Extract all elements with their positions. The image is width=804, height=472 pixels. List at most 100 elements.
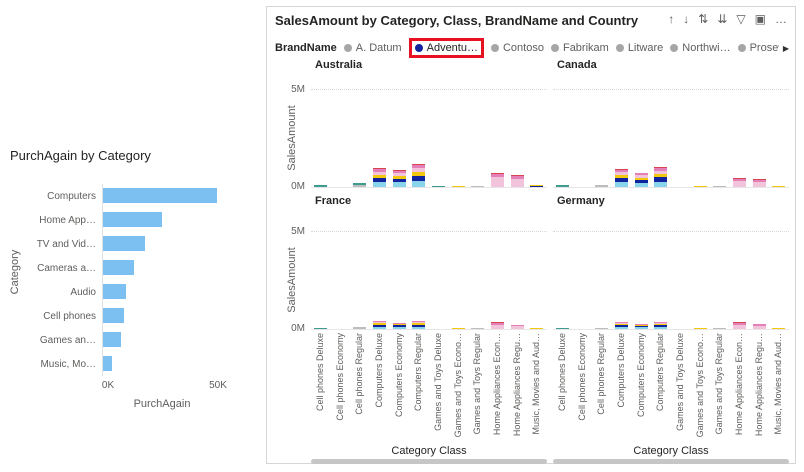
- bar-segment: [373, 169, 386, 172]
- stacked-bar[interactable]: [595, 328, 609, 329]
- stacked-bar[interactable]: [556, 185, 569, 187]
- category-class-tick-label: Music, Movies and Aud…: [774, 333, 784, 435]
- visual-header-icons: ↑ ↓ ⇅ ⇊ ▽ ▣ …: [668, 11, 787, 27]
- purchagain-bar[interactable]: [103, 284, 126, 299]
- bar-track: [102, 184, 255, 208]
- bar-segment: [654, 171, 668, 174]
- stacked-bar[interactable]: [772, 328, 786, 329]
- category-tick-label: Home App…: [39, 214, 96, 226]
- more-options-icon[interactable]: …: [775, 12, 787, 26]
- stacked-bar[interactable]: [353, 183, 367, 187]
- purchagain-bar[interactable]: [103, 188, 217, 203]
- category-class-tick-label: Cell phones Deluxe: [558, 333, 567, 412]
- legend-item[interactable]: A. Datum: [343, 42, 402, 54]
- stacked-bar[interactable]: [634, 173, 648, 187]
- bar-segment: [615, 322, 628, 323]
- stacked-bar[interactable]: [491, 322, 504, 329]
- y-tick-5m: 5M: [291, 226, 305, 237]
- legend-scroll-right-icon[interactable]: ▶: [782, 44, 789, 53]
- facet-panel-canada[interactable]: [553, 89, 789, 188]
- legend-item[interactable]: Contoso: [490, 42, 544, 54]
- stacked-bar[interactable]: [451, 186, 465, 187]
- stacked-bar[interactable]: [713, 186, 727, 187]
- stacked-bar[interactable]: [373, 168, 386, 187]
- bar-segment: [412, 168, 426, 172]
- stacked-bar[interactable]: [412, 164, 426, 187]
- category-tick-label: Audio: [70, 286, 96, 298]
- stacked-bar[interactable]: [752, 179, 766, 187]
- bar-segment: [713, 328, 727, 329]
- legend-dot: [414, 44, 423, 52]
- category-class-tick-label: Games and Toys Deluxe: [676, 333, 685, 431]
- facet-panel-germany[interactable]: [553, 231, 789, 330]
- stacked-bar[interactable]: [471, 328, 485, 329]
- stacked-bar[interactable]: [772, 186, 786, 187]
- stacked-bar[interactable]: [353, 327, 367, 329]
- stacked-bar[interactable]: [373, 321, 386, 329]
- legend-dot: [490, 44, 499, 52]
- legend-item[interactable]: Fabrikam: [550, 42, 609, 54]
- category-class-tick-label: Computers Economy: [394, 333, 404, 418]
- legend-item[interactable]: Northwi…: [670, 42, 731, 54]
- stacked-bar[interactable]: [654, 167, 668, 187]
- stacked-bar[interactable]: [615, 169, 628, 187]
- bar-segment: [634, 325, 648, 326]
- stacked-bar[interactable]: [634, 324, 648, 329]
- purchagain-bar[interactable]: [103, 260, 134, 275]
- stacked-bar[interactable]: [733, 322, 746, 329]
- stacked-bar[interactable]: [530, 185, 544, 187]
- stacked-bar[interactable]: [530, 328, 544, 329]
- bar-segment: [634, 183, 648, 187]
- bar-segment: [654, 174, 668, 177]
- stacked-bar[interactable]: [392, 170, 406, 187]
- legend-item[interactable]: Litware: [615, 42, 663, 54]
- category-class-tick-label: Home Appliances Regu…: [754, 333, 764, 437]
- stacked-bar[interactable]: [733, 178, 746, 187]
- stacked-bar[interactable]: [510, 325, 524, 329]
- y-axis-title: SalesAmount: [286, 247, 298, 313]
- bar-segment: [491, 174, 504, 177]
- horizontal-scrollbar[interactable]: [553, 459, 789, 464]
- purchagain-bar[interactable]: [103, 236, 145, 251]
- bar-segment: [353, 183, 367, 185]
- sales-amount-visual[interactable]: SalesAmount by Category, Class, BrandNam…: [266, 6, 796, 464]
- facet-panel-france[interactable]: [311, 231, 547, 330]
- facet-panel-australia[interactable]: [311, 89, 547, 188]
- legend-item[interactable]: Proseware: [737, 42, 779, 54]
- purchagain-bar[interactable]: [103, 308, 124, 323]
- stacked-bar[interactable]: [432, 186, 445, 187]
- drill-down-icon[interactable]: ↓: [683, 12, 690, 26]
- drill-up-icon[interactable]: ↑: [668, 12, 675, 26]
- stacked-bar[interactable]: [654, 322, 668, 329]
- legend-item[interactable]: Adventu…: [408, 38, 484, 58]
- stacked-bar[interactable]: [412, 321, 426, 329]
- stacked-bar[interactable]: [693, 186, 707, 187]
- bar-row: Cell phones: [6, 304, 255, 328]
- stacked-bar[interactable]: [471, 186, 485, 187]
- stacked-bar[interactable]: [752, 324, 766, 329]
- stacked-bar[interactable]: [595, 185, 609, 187]
- stacked-bar[interactable]: [713, 328, 727, 329]
- stacked-bar[interactable]: [392, 323, 406, 329]
- filter-icon[interactable]: ▽: [736, 12, 746, 26]
- stacked-bar[interactable]: [451, 328, 465, 329]
- stacked-bar[interactable]: [510, 175, 524, 187]
- stacked-bar[interactable]: [314, 328, 327, 329]
- bar-segment: [615, 182, 628, 187]
- stacked-bar[interactable]: [491, 173, 504, 187]
- stacked-bar[interactable]: [615, 322, 628, 329]
- purchagain-bar[interactable]: [103, 212, 162, 227]
- bar-segment: [314, 328, 327, 329]
- category-tick-label: Cell phones: [43, 310, 96, 322]
- horizontal-scrollbar[interactable]: [311, 459, 547, 464]
- bar-segment: [615, 327, 628, 329]
- stacked-bar[interactable]: [314, 185, 327, 187]
- stacked-bar[interactable]: [556, 328, 569, 329]
- purchagain-bar[interactable]: [103, 356, 112, 371]
- bar-segment: [530, 186, 544, 187]
- next-level-icon[interactable]: ⇅: [698, 12, 709, 26]
- purchagain-bar[interactable]: [103, 332, 121, 347]
- stacked-bar[interactable]: [693, 328, 707, 329]
- expand-all-icon[interactable]: ⇊: [717, 12, 728, 26]
- focus-mode-icon[interactable]: ▣: [754, 12, 766, 26]
